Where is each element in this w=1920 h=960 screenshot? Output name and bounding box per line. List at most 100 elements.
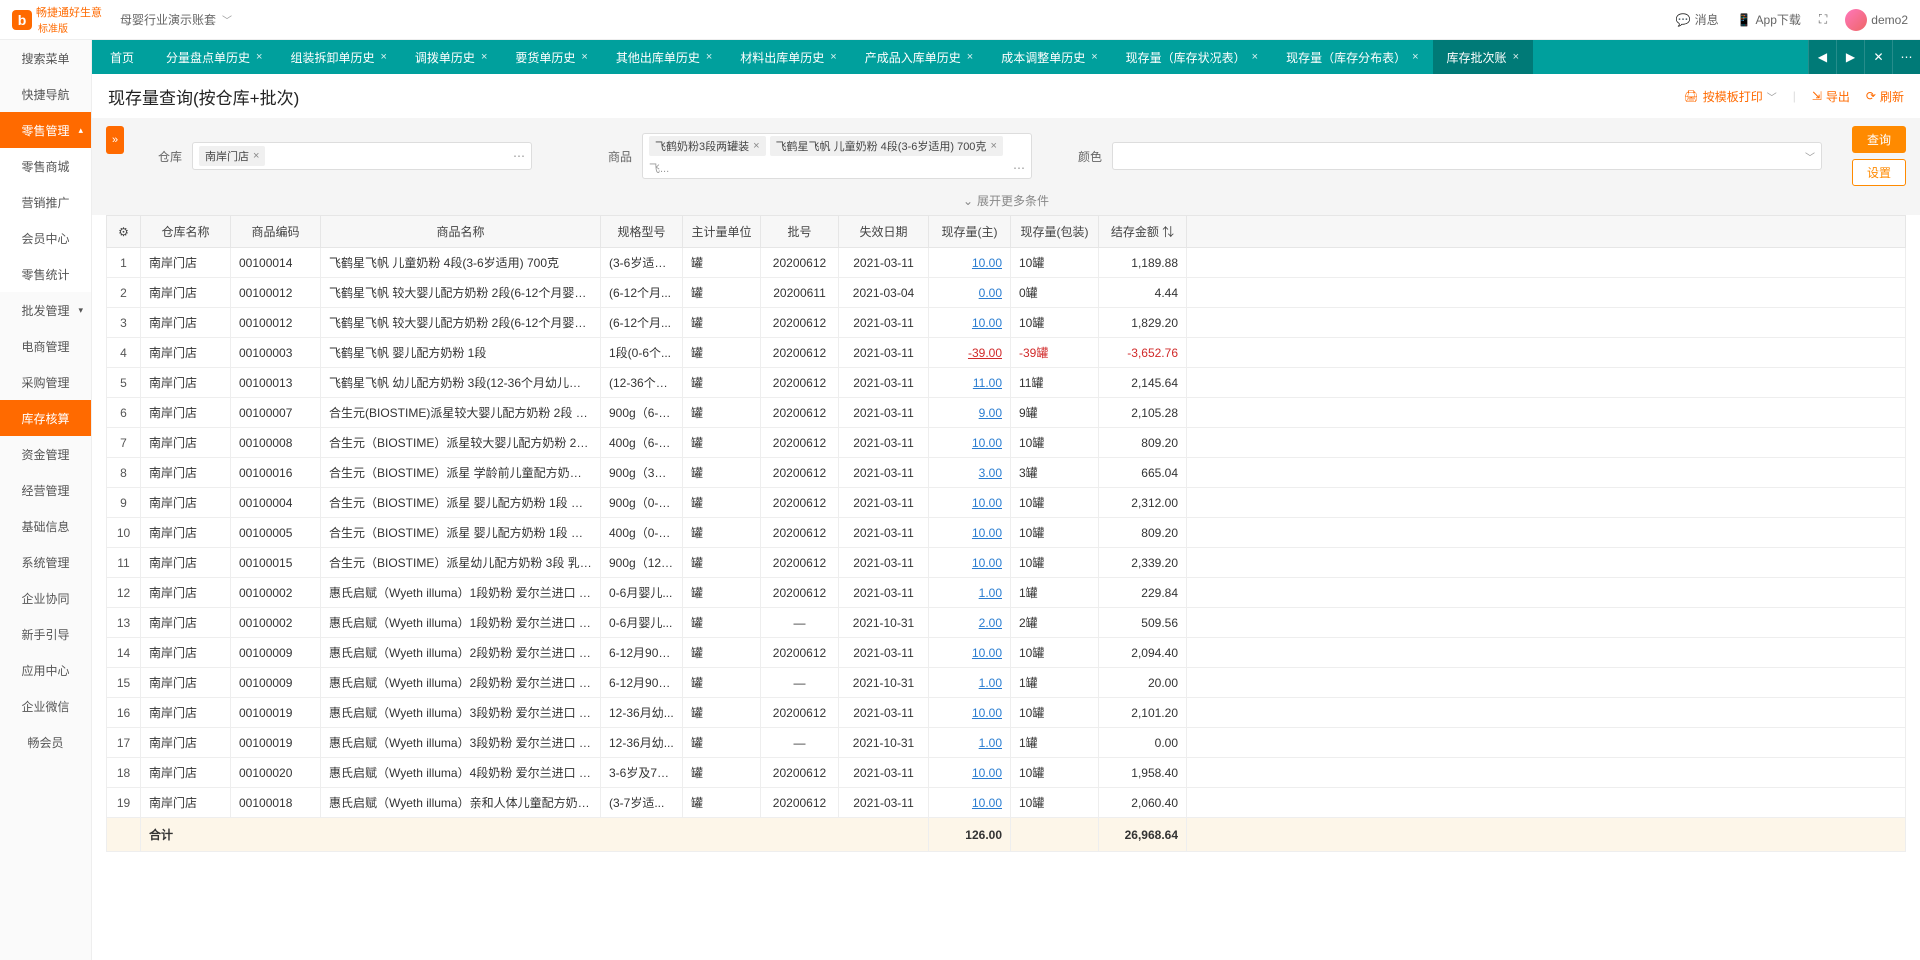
sidebar-item[interactable]: 新手引导	[0, 616, 91, 652]
table-row[interactable]: 7南岸门店00100008合生元（BIOSTIME）派星较大婴儿配方奶粉 2段 …	[107, 428, 1906, 458]
tab[interactable]: 产成品入库单历史×	[851, 40, 987, 74]
tab-close-icon[interactable]: ×	[1412, 51, 1418, 63]
filter-chip[interactable]: 南岸门店×	[199, 146, 265, 166]
sidebar-item[interactable]: 库存核算	[0, 400, 91, 436]
tab-close-icon[interactable]: ×	[1252, 51, 1258, 63]
tab[interactable]: 要货单历史×	[501, 40, 601, 74]
sidebar-item[interactable]: 快捷导航	[0, 76, 91, 112]
tab-close-icon[interactable]: ×	[706, 51, 712, 63]
sidebar-item[interactable]: 批发管理▾	[0, 292, 91, 328]
tab-close-icon[interactable]: ×	[830, 51, 836, 63]
table-row[interactable]: 1南岸门店00100014飞鹤星飞帆 儿童奶粉 4段(3-6岁适用) 700克(…	[107, 248, 1906, 278]
sidebar-item[interactable]: 采购管理	[0, 364, 91, 400]
tab-close-icon[interactable]: ×	[380, 51, 386, 63]
sidebar-item[interactable]: 会员中心	[0, 220, 91, 256]
tabs-close-all[interactable]: ✕	[1864, 40, 1892, 74]
column-header[interactable]: 主计量单位	[683, 216, 761, 248]
tab[interactable]: 成本调整单历史×	[987, 40, 1111, 74]
sidebar-item[interactable]: 经营管理	[0, 472, 91, 508]
column-header[interactable]: 结存金额 ⇅	[1099, 216, 1187, 248]
app-download-button[interactable]: 📱App下载	[1737, 11, 1801, 28]
sidebar-item[interactable]: 企业微信	[0, 688, 91, 724]
column-header[interactable]: ⚙	[107, 216, 141, 248]
sidebar-item[interactable]: 搜索菜单	[0, 40, 91, 76]
more-icon[interactable]: ⋯	[513, 149, 525, 163]
column-header[interactable]: 现存量(主)	[929, 216, 1011, 248]
sidebar-item[interactable]: 零售统计	[0, 256, 91, 292]
tabs-more[interactable]: ⋯	[1892, 40, 1920, 74]
tab[interactable]: 调拨单历史×	[401, 40, 501, 74]
tab[interactable]: 现存量（库存分布表）×	[1272, 40, 1432, 74]
chip-remove-icon[interactable]: ×	[253, 150, 259, 162]
table-row[interactable]: 5南岸门店00100013飞鹤星飞帆 幼儿配方奶粉 3段(12-36个月幼儿适用…	[107, 368, 1906, 398]
account-selector[interactable]: 母婴行业演示账套 ﹀	[120, 11, 232, 28]
messages-button[interactable]: 💬消息	[1676, 11, 1719, 28]
more-icon[interactable]: ⋯	[1013, 161, 1025, 175]
sidebar-item[interactable]: 企业协同	[0, 580, 91, 616]
goods-field[interactable]: 飞鹤奶粉3段两罐装× 飞鹤星飞帆 儿童奶粉 4段(3-6岁适用) 700克× 飞…	[642, 133, 1032, 179]
print-button[interactable]: 🖨按模板打印﹀	[1683, 88, 1776, 105]
query-button[interactable]: 查询	[1852, 126, 1906, 153]
column-header[interactable]: 规格型号	[601, 216, 683, 248]
refresh-button[interactable]: ⟳刷新	[1866, 88, 1904, 105]
table-row[interactable]: 8南岸门店00100016合生元（BIOSTIME）派星 学龄前儿童配方奶粉 4…	[107, 458, 1906, 488]
tab[interactable]: 组装拆卸单历史×	[276, 40, 400, 74]
table-row[interactable]: 15南岸门店00100009惠氏启赋（Wyeth illuma）2段奶粉 爱尔兰…	[107, 668, 1906, 698]
tab-close-icon[interactable]: ×	[967, 51, 973, 63]
sidebar-item[interactable]: 零售商城	[0, 148, 91, 184]
sidebar-item[interactable]: 营销推广	[0, 184, 91, 220]
column-header[interactable]: 商品编码	[231, 216, 321, 248]
expand-filters-button[interactable]: ⌄展开更多条件	[106, 186, 1906, 215]
chip-remove-icon[interactable]: ×	[990, 140, 996, 152]
tab[interactable]: 分量盘点单历史×	[152, 40, 276, 74]
column-header[interactable]: 仓库名称	[141, 216, 231, 248]
table-row[interactable]: 17南岸门店00100019惠氏启赋（Wyeth illuma）3段奶粉 爱尔兰…	[107, 728, 1906, 758]
table-row[interactable]: 13南岸门店00100002惠氏启赋（Wyeth illuma）1段奶粉 爱尔兰…	[107, 608, 1906, 638]
fullscreen-button[interactable]: ⛶	[1819, 12, 1827, 27]
tab-close-icon[interactable]: ×	[1513, 51, 1519, 63]
table-row[interactable]: 14南岸门店00100009惠氏启赋（Wyeth illuma）2段奶粉 爱尔兰…	[107, 638, 1906, 668]
column-header[interactable]	[1187, 216, 1906, 248]
sidebar-item[interactable]: 应用中心	[0, 652, 91, 688]
settings-button[interactable]: 设置	[1852, 159, 1906, 186]
sidebar-item[interactable]: 电商管理	[0, 328, 91, 364]
table-row[interactable]: 11南岸门店00100015合生元（BIOSTIME）派星幼儿配方奶粉 3段 乳…	[107, 548, 1906, 578]
column-header[interactable]: 批号	[761, 216, 839, 248]
table-row[interactable]: 9南岸门店00100004合生元（BIOSTIME）派星 婴儿配方奶粉 1段 乳…	[107, 488, 1906, 518]
filter-chip[interactable]: 飞鹤奶粉3段两罐装×	[649, 136, 766, 156]
column-header[interactable]: 现存量(包装)	[1011, 216, 1099, 248]
collapse-filters-button[interactable]: »	[106, 126, 124, 154]
sidebar-item[interactable]: 基础信息	[0, 508, 91, 544]
column-header[interactable]: 失效日期	[839, 216, 929, 248]
tab-close-icon[interactable]: ×	[581, 51, 587, 63]
table-row[interactable]: 3南岸门店00100012飞鹤星飞帆 较大婴儿配方奶粉 2段(6-12个月婴幼儿…	[107, 308, 1906, 338]
export-button[interactable]: ⇲导出	[1812, 88, 1850, 105]
sidebar-item[interactable]: 系统管理	[0, 544, 91, 580]
tabs-scroll-left[interactable]: ◀	[1808, 40, 1836, 74]
sidebar-item[interactable]: 畅会员	[0, 724, 91, 760]
user-menu[interactable]: demo2	[1845, 9, 1908, 31]
table-row[interactable]: 18南岸门店00100020惠氏启赋（Wyeth illuma）4段奶粉 爱尔兰…	[107, 758, 1906, 788]
color-field[interactable]: ﹀	[1112, 142, 1822, 170]
table-row[interactable]: 4南岸门店00100003飞鹤星飞帆 婴儿配方奶粉 1段1段(0-6个...罐2…	[107, 338, 1906, 368]
table-row[interactable]: 2南岸门店00100012飞鹤星飞帆 较大婴儿配方奶粉 2段(6-12个月婴幼儿…	[107, 278, 1906, 308]
sidebar-item[interactable]: 零售管理▴	[0, 112, 91, 148]
tab[interactable]: 其他出库单历史×	[602, 40, 726, 74]
tab-close-icon[interactable]: ×	[1091, 51, 1097, 63]
tabs-scroll-right[interactable]: ▶	[1836, 40, 1864, 74]
table-row[interactable]: 16南岸门店00100019惠氏启赋（Wyeth illuma）3段奶粉 爱尔兰…	[107, 698, 1906, 728]
tab[interactable]: 库存批次账×	[1433, 40, 1533, 74]
table-row[interactable]: 6南岸门店00100007合生元(BIOSTIME)派星较大婴儿配方奶粉 2段 …	[107, 398, 1906, 428]
tab[interactable]: 材料出库单历史×	[726, 40, 850, 74]
tab[interactable]: 现存量（库存状况表）×	[1112, 40, 1272, 74]
table-row[interactable]: 10南岸门店00100005合生元（BIOSTIME）派星 婴儿配方奶粉 1段 …	[107, 518, 1906, 548]
chip-remove-icon[interactable]: ×	[753, 140, 759, 152]
warehouse-field[interactable]: 南岸门店× ⋯	[192, 142, 532, 170]
sidebar-item[interactable]: 资金管理	[0, 436, 91, 472]
table-row[interactable]: 12南岸门店00100002惠氏启赋（Wyeth illuma）1段奶粉 爱尔兰…	[107, 578, 1906, 608]
tab-close-icon[interactable]: ×	[481, 51, 487, 63]
tab[interactable]: 首页	[92, 40, 152, 74]
tab-close-icon[interactable]: ×	[256, 51, 262, 63]
column-header[interactable]: 商品名称	[321, 216, 601, 248]
table-row[interactable]: 19南岸门店00100018惠氏启赋（Wyeth illuma）亲和人体儿童配方…	[107, 788, 1906, 818]
